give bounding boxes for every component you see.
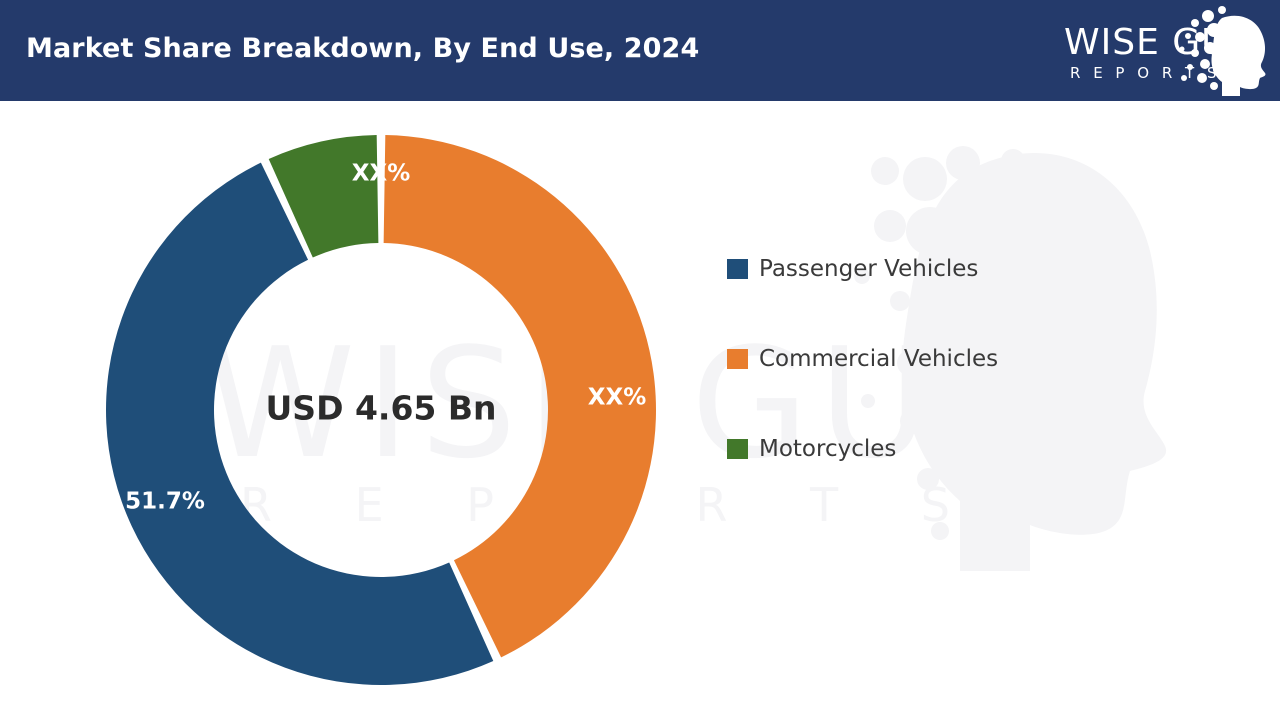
header-bar: Market Share Breakdown, By End Use, 2024…: [0, 0, 1280, 101]
legend-item-label: Passenger Vehicles: [759, 256, 979, 282]
donut-slice-value-label: XX%: [352, 161, 411, 187]
donut-slices: [105, 135, 657, 686]
legend-item-label: Motorcycles: [759, 436, 897, 462]
brand-logo: WISE GUY R E P O R T S: [1062, 4, 1274, 96]
chart-body: WISE GUY R E P O R T S: [0, 101, 1280, 720]
legend-swatch-icon: [727, 439, 748, 459]
donut-slice[interactable]: [105, 162, 494, 686]
center-value-label: USD 4.65 Bn: [266, 389, 497, 428]
legend-swatch-icon: [727, 349, 748, 369]
legend-item-motorcycles[interactable]: Motorcycles: [727, 436, 1057, 462]
donut-slice[interactable]: [383, 135, 657, 658]
donut-slice-value-label: XX%: [588, 385, 647, 411]
legend-swatch-icon: [727, 259, 748, 279]
donut-slice-value-label: 51.7%: [125, 489, 205, 515]
legend-item-passenger-vehicles[interactable]: Passenger Vehicles: [727, 256, 1057, 282]
donut-slice[interactable]: [268, 135, 379, 258]
donut-chart: 51.7% XX% XX% USD 4.65 Bn: [0, 101, 1280, 720]
legend-item-label: Commercial Vehicles: [759, 346, 999, 372]
logo-dot-cluster-icon: [1179, 6, 1233, 90]
legend-item-commercial-vehicles[interactable]: Commercial Vehicles: [727, 346, 1057, 372]
donut-slice-labels: 51.7% XX% XX%: [125, 161, 646, 515]
logo-head-icon: [1211, 15, 1266, 96]
page-title: Market Share Breakdown, By End Use, 2024: [26, 33, 700, 64]
chart-legend: Passenger Vehicles Commercial Vehicles M…: [727, 256, 1057, 526]
wiseguy-head-dots-logo: WISE GUY R E P O R T S: [1064, 6, 1266, 96]
logo-wordmark-secondary: R E P O R T S: [1070, 64, 1220, 82]
